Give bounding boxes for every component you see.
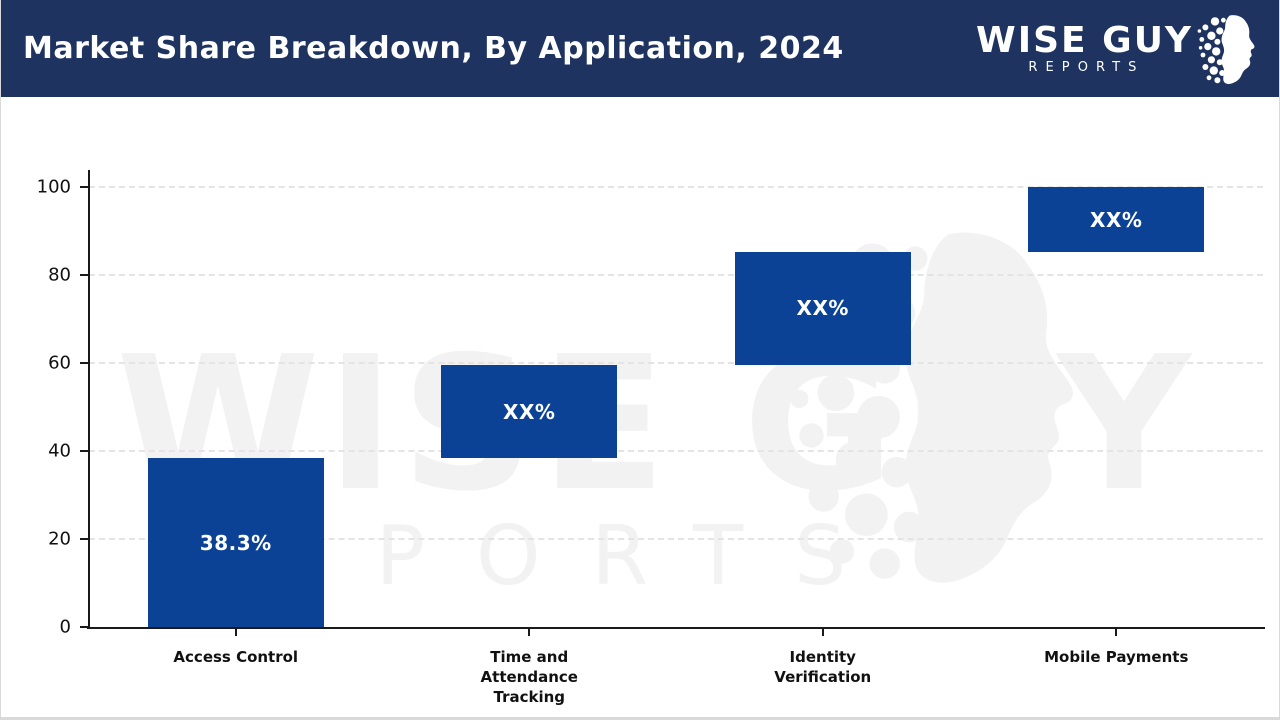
bar-value-label-identity-verification: XX% — [796, 296, 849, 321]
x-tick-access-control — [234, 629, 237, 636]
gridline-20 — [89, 538, 1263, 540]
bar-time-and-attendance-tracking: XX% — [441, 364, 618, 459]
x-category-label-identity-verification: Identity Verification — [774, 648, 872, 686]
gridline-40 — [89, 450, 1263, 452]
y-tick-40 — [80, 450, 89, 452]
y-tick-label-100: 100 — [36, 176, 71, 198]
plot-area: 0 20 40 60 80 100 38.3% Access Control XX% Time a… — [37, 177, 1263, 706]
x-tick-mobile-payments — [1115, 629, 1118, 636]
y-tick-label-40: 40 — [48, 440, 71, 462]
y-tick-label-0: 0 — [59, 616, 71, 638]
bar-identity-verification: XX% — [734, 252, 911, 365]
header-bar: Market Share Breakdown, By Application, … — [1, 0, 1279, 97]
x-category-label-mobile-payments: Mobile Payments — [1044, 648, 1189, 666]
y-tick-0 — [80, 626, 89, 628]
y-tick-label-20: 20 — [48, 528, 71, 550]
page-title: Market Share Breakdown, By Application, … — [23, 31, 844, 66]
chart-region: WISE GUY REPORTS 0 20 40 60 80 100 38.3% Access… — [1, 97, 1279, 717]
x-axis-line — [87, 627, 1265, 629]
x-category-label-access-control: Access Control — [173, 648, 299, 666]
wiseguy-logo-wordmark: WISE GUY — [975, 19, 1193, 61]
bar-access-control: 38.3% — [147, 458, 324, 627]
wiseguy-face-icon — [1197, 14, 1255, 84]
bar-value-label-access-control: 38.3% — [199, 530, 272, 555]
bar-value-label-time-and-attendance-tracking: XX% — [503, 399, 556, 424]
y-tick-label-80: 80 — [48, 264, 71, 286]
y-axis-line — [88, 170, 90, 629]
bar-value-label-mobile-payments: XX% — [1090, 207, 1143, 232]
x-tick-time-and-attendance-tracking — [528, 629, 531, 636]
x-category-label-time-and-attendance-tracking: Time and Attendance Tracking — [480, 648, 578, 706]
gridline-80 — [89, 274, 1263, 276]
wiseguy-logo-subtitle: REPORTS — [1028, 60, 1145, 76]
gridline-100 — [89, 186, 1263, 188]
x-tick-identity-verification — [821, 629, 824, 636]
gridline-60 — [89, 362, 1263, 364]
y-tick-60 — [80, 362, 89, 364]
y-tick-100 — [80, 186, 89, 188]
wiseguy-logo-text: WISE GUY REPORTS — [975, 19, 1193, 76]
bar-mobile-payments: XX% — [1028, 187, 1205, 253]
y-tick-20 — [80, 538, 89, 540]
y-tick-80 — [80, 274, 89, 276]
wiseguy-logo: WISE GUY REPORTS — [976, 11, 1257, 87]
y-tick-label-60: 60 — [48, 352, 71, 374]
